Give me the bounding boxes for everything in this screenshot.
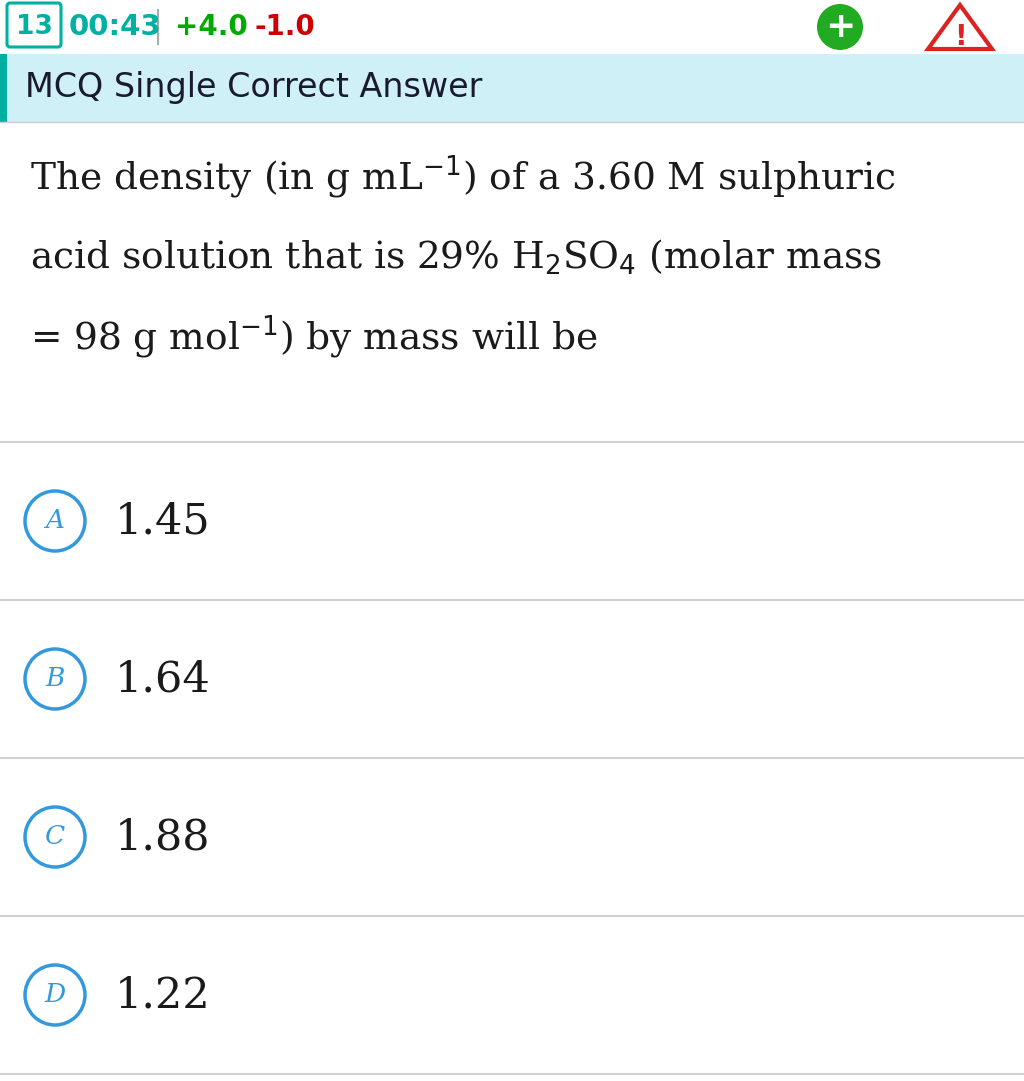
FancyBboxPatch shape (0, 122, 1024, 442)
Text: C: C (45, 825, 66, 850)
Text: The density (in g mL$^{-1}$) of a 3.60 M sulphuric: The density (in g mL$^{-1}$) of a 3.60 M… (30, 154, 896, 201)
FancyBboxPatch shape (0, 54, 1024, 122)
Text: acid solution that is 29% H$_2$SO$_4$ (molar mass: acid solution that is 29% H$_2$SO$_4$ (m… (30, 238, 882, 277)
Text: +: + (824, 10, 855, 44)
Text: A: A (45, 508, 65, 534)
Text: !: ! (953, 23, 967, 51)
Circle shape (817, 4, 863, 50)
Text: 1.45: 1.45 (115, 501, 211, 542)
Text: 1.64: 1.64 (115, 658, 211, 700)
Text: +4.0: +4.0 (175, 13, 248, 41)
Text: MCQ Single Correct Answer: MCQ Single Correct Answer (25, 71, 482, 105)
FancyBboxPatch shape (0, 54, 7, 122)
Text: B: B (45, 667, 65, 692)
FancyBboxPatch shape (0, 0, 1024, 54)
Text: 00:43: 00:43 (69, 13, 162, 41)
Text: = 98 g mol$^{-1}$) by mass will be: = 98 g mol$^{-1}$) by mass will be (30, 313, 597, 361)
Text: -1.0: -1.0 (255, 13, 315, 41)
Text: 1.22: 1.22 (115, 974, 211, 1016)
Polygon shape (928, 5, 992, 49)
Text: D: D (44, 983, 66, 1007)
Text: 1.88: 1.88 (115, 816, 211, 858)
Text: 13: 13 (15, 14, 52, 40)
